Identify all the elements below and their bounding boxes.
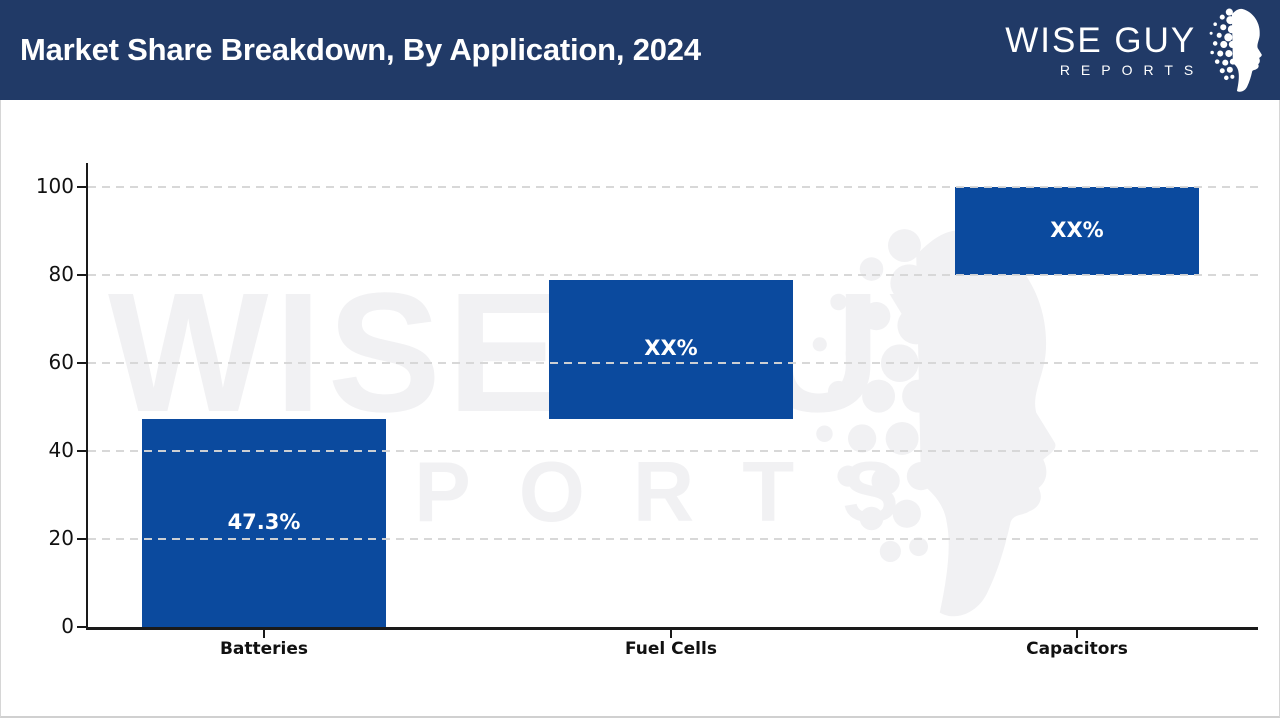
bar-fuel-cells <box>549 279 793 419</box>
y-tick-mark-60 <box>77 362 86 364</box>
x-axis-label-fuel-cells: Fuel Cells <box>625 639 717 659</box>
bar-value-label-batteries: 47.3% <box>227 509 301 534</box>
y-axis <box>86 162 88 630</box>
gridline-y40 <box>88 450 1258 452</box>
y-tick-mark-100 <box>77 186 86 188</box>
x-axis <box>86 627 1258 630</box>
gridline-y60 <box>88 362 1258 364</box>
gridline-y100 <box>88 186 1258 188</box>
gridline-y80 <box>88 274 1258 276</box>
gridline-y20 <box>88 538 1258 540</box>
bar-value-label-capacitors: XX% <box>1050 218 1104 243</box>
y-tick-label-100: 100 <box>35 174 74 198</box>
y-tick-mark-80 <box>77 274 86 276</box>
x-axis-label-capacitors: Capacitors <box>1026 639 1128 659</box>
y-tick-label-0: 0 <box>61 614 74 638</box>
y-tick-mark-20 <box>77 538 86 540</box>
logo-wordmark: WISE GUY <box>1005 20 1197 60</box>
x-tick-mark-fuel-cells <box>670 630 672 638</box>
x-tick-mark-capacitors <box>1076 630 1078 638</box>
x-axis-label-batteries: Batteries <box>219 639 309 659</box>
brand-logo-text: WISE GUY REPORTS <box>1005 23 1196 78</box>
wiseguy-face-icon <box>1200 7 1266 93</box>
page-title: Market Share Breakdown, By Application, … <box>20 32 701 67</box>
y-tick-mark-40 <box>77 450 86 452</box>
y-tick-label-80: 80 <box>48 262 74 286</box>
y-tick-label-20: 20 <box>48 526 74 550</box>
header-bar: Market Share Breakdown, By Application, … <box>0 0 1280 100</box>
bar-capacitors <box>955 187 1199 276</box>
bar-batteries <box>142 418 386 627</box>
bar-value-label-fuel-cells: XX% <box>644 336 698 361</box>
y-tick-label-40: 40 <box>48 438 74 462</box>
logo-subtitle: REPORTS <box>1059 61 1205 78</box>
brand-logo: WISE GUY REPORTS <box>1005 7 1266 93</box>
y-tick-label-60: 60 <box>48 350 74 374</box>
x-tick-mark-batteries <box>263 630 265 638</box>
y-tick-mark-0 <box>77 626 86 628</box>
